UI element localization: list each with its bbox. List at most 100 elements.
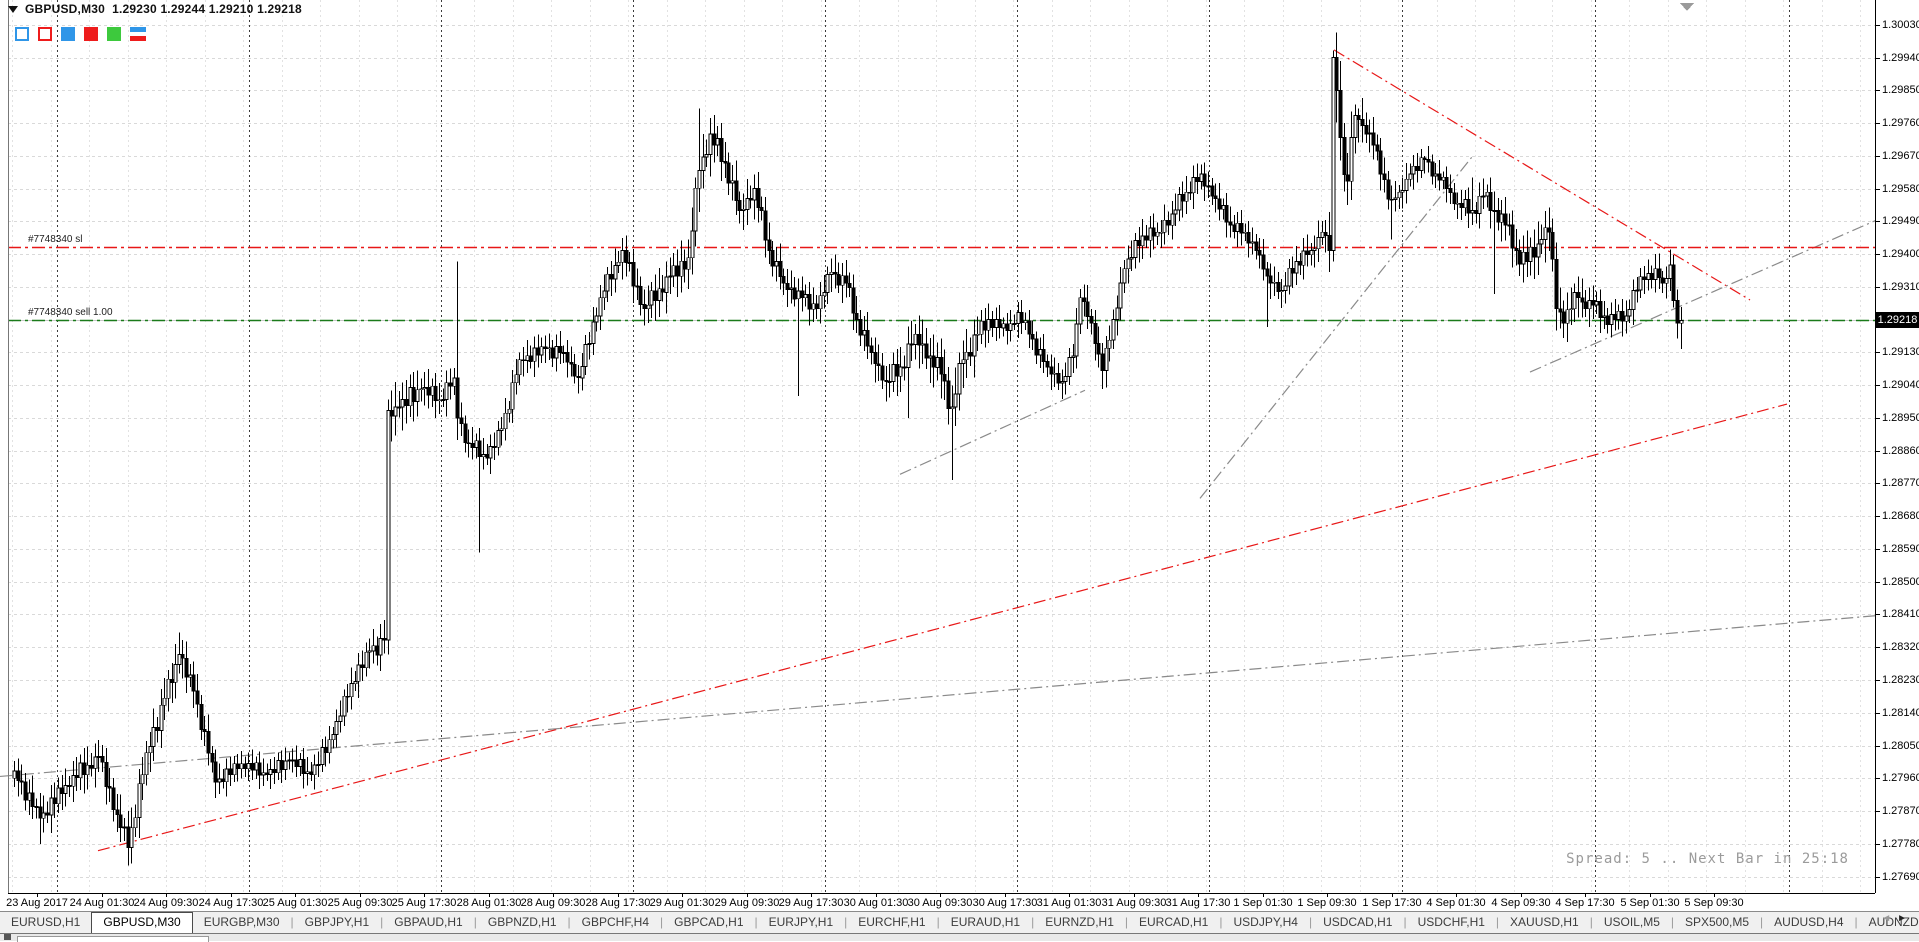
- price-tick-mark: [1876, 385, 1880, 386]
- tab-audusd-h4[interactable]: AUDUSD,H4: [1774, 915, 1844, 929]
- red-filled-square-icon[interactable]: [84, 27, 98, 41]
- tab-usdchf-h1[interactable]: USDCHF,H1: [1417, 915, 1485, 929]
- time-tick-mark: [489, 894, 490, 897]
- price-tick-label: 1.29130: [1882, 346, 1919, 358]
- price-tick-label: 1.29400: [1882, 248, 1919, 260]
- time-tick-mark: [1327, 894, 1328, 897]
- tab-separator: |: [754, 915, 758, 929]
- tab-gbpnzd-h1[interactable]: GBPNZD,H1: [487, 915, 557, 929]
- gray-down-triangle-marker: [1680, 3, 1694, 11]
- price-tick-mark: [1876, 680, 1880, 681]
- time-tick-mark: [1521, 894, 1522, 897]
- tab-usoil-m5[interactable]: USOIL,M5: [1603, 915, 1660, 929]
- tab-separator: |: [380, 915, 384, 929]
- color-swatch-toolbar: [15, 27, 146, 41]
- time-tick-label: 24 Aug 01:30: [69, 897, 135, 909]
- tab-gbpchf-h4[interactable]: GBPCHF,H4: [581, 915, 650, 929]
- tab-eurgbp-m30[interactable]: EURGBP,M30: [203, 915, 280, 929]
- price-tick-mark: [1876, 221, 1880, 222]
- price-tick-label: 1.27870: [1882, 805, 1919, 817]
- price-tick-label: 1.28590: [1882, 543, 1919, 555]
- tab-euraud-h1[interactable]: EURAUD,H1: [950, 915, 1021, 929]
- price-tick-label: 1.28680: [1882, 510, 1919, 522]
- tab-separator: |: [844, 915, 848, 929]
- price-tick-mark: [1876, 713, 1880, 714]
- time-tick-mark: [1069, 894, 1070, 897]
- time-tick-mark: [1198, 894, 1199, 897]
- tab-usdjpy-h4[interactable]: USDJPY,H4: [1233, 915, 1298, 929]
- tab-separator: |: [1403, 915, 1407, 929]
- tab-eurchf-h1[interactable]: EURCHF,H1: [858, 915, 926, 929]
- time-tick-mark: [876, 894, 877, 897]
- price-tick-label: 1.28860: [1882, 445, 1919, 457]
- tab-gbpcad-h1[interactable]: GBPCAD,H1: [674, 915, 744, 929]
- time-tick-mark: [295, 894, 296, 897]
- time-tick-label: 1 Sep 17:30: [1362, 897, 1422, 909]
- price-tick-mark: [1876, 156, 1880, 157]
- tab-separator: |: [660, 915, 664, 929]
- price-tick-mark: [1876, 189, 1880, 190]
- tab-scroll-left-icon[interactable]: ◄: [1881, 913, 1898, 924]
- price-tick-label: 1.29040: [1882, 379, 1919, 391]
- tab-usdcad-h1[interactable]: USDCAD,H1: [1323, 915, 1393, 929]
- red-outline-square-icon[interactable]: [38, 27, 52, 41]
- time-tick-mark: [102, 894, 103, 897]
- stop-loss-label[interactable]: #7748340 sl: [28, 234, 83, 245]
- sell-order-label[interactable]: #7748340 sell 1.00: [28, 307, 113, 318]
- tab-gbpjpy-h1[interactable]: GBPJPY,H1: [304, 915, 370, 929]
- tab-spx500-m5[interactable]: SPX500,M5: [1685, 915, 1750, 929]
- time-tick-label: 29 Aug 01:30: [649, 897, 715, 909]
- price-tick-label: 1.29850: [1882, 84, 1919, 96]
- time-tick-mark: [682, 894, 683, 897]
- price-tick-mark: [1876, 25, 1880, 26]
- price-tick-label: 1.27960: [1882, 772, 1919, 784]
- bottom-panel-field: [17, 936, 209, 942]
- time-tick-mark: [360, 894, 361, 897]
- tab-gbpusd-m30[interactable]: GBPUSD,M30: [91, 912, 193, 934]
- time-tick-label: 24 Aug 09:30: [133, 897, 199, 909]
- tab-eurusd-h1[interactable]: EURUSD,H1: [11, 915, 81, 929]
- chart-symbol-dropdown-icon[interactable]: [8, 5, 18, 13]
- price-tick-label: 1.29940: [1882, 52, 1919, 64]
- tab-gbpaud-h1[interactable]: GBPAUD,H1: [394, 915, 463, 929]
- tab-separator: |: [1854, 915, 1858, 929]
- tab-separator: |: [1670, 915, 1674, 929]
- chart-title-ohlc: GBPUSD,M30 1.29230 1.29244 1.29210 1.292…: [25, 2, 302, 16]
- time-tick-label: 25 Aug 01:30: [262, 897, 328, 909]
- time-tick-label: 5 Sep 09:30: [1684, 897, 1744, 909]
- time-tick-label: 25 Aug 17:30: [391, 897, 457, 909]
- price-tick-mark: [1876, 647, 1880, 648]
- blue-outline-square-icon[interactable]: [15, 27, 29, 41]
- time-tick-mark: [553, 894, 554, 897]
- tab-xauusd-h1[interactable]: XAUUSD,H1: [1510, 915, 1579, 929]
- tab-audnzd-h1[interactable]: AUDNZD,H1: [1868, 915, 1919, 929]
- price-tick-label: 1.28410: [1882, 608, 1919, 620]
- time-tick-label: 28 Aug 01:30: [456, 897, 522, 909]
- time-tick-mark: [1714, 894, 1715, 897]
- time-tick-mark: [1456, 894, 1457, 897]
- price-tick-mark: [1876, 123, 1880, 124]
- tab-scroll-right-icon[interactable]: ►: [1897, 913, 1913, 924]
- price-axis[interactable]: 1.30030 1.29940 1.29850 1.29760 1.29670 1.295…: [1876, 0, 1919, 894]
- chart-canvas[interactable]: [0, 0, 1876, 894]
- tab-eurjpy-h1[interactable]: EURJPY,H1: [768, 915, 834, 929]
- time-tick-mark: [1263, 894, 1264, 897]
- green-filled-square-icon[interactable]: [107, 27, 121, 41]
- tab-eurcad-h1[interactable]: EURCAD,H1: [1139, 915, 1209, 929]
- time-tick-mark: [1392, 894, 1393, 897]
- spread-nextbar-text: Spread: 5 .. Next Bar in 25:18: [1566, 851, 1849, 867]
- time-tick-label: 31 Aug 01:30: [1036, 897, 1102, 909]
- time-axis[interactable]: 23 Aug 2017 24 Aug 01:30 24 Aug 09:30 24 Au…: [0, 894, 1919, 911]
- blue-red-bars-icon[interactable]: [130, 27, 146, 41]
- blue-filled-square-icon[interactable]: [61, 27, 75, 41]
- bottom-panel-glyph: [4, 934, 11, 940]
- time-tick-label: 30 Aug 01:30: [843, 897, 909, 909]
- time-tick-label: 4 Sep 17:30: [1555, 897, 1615, 909]
- price-tick-label: 1.29670: [1882, 150, 1919, 162]
- time-tick-label: 28 Aug 17:30: [585, 897, 651, 909]
- price-tick-mark: [1876, 287, 1880, 288]
- time-tick-label: 4 Sep 09:30: [1491, 897, 1551, 909]
- tab-eurnzd-h1[interactable]: EURNZD,H1: [1045, 915, 1114, 929]
- tab-separator: |: [1760, 915, 1764, 929]
